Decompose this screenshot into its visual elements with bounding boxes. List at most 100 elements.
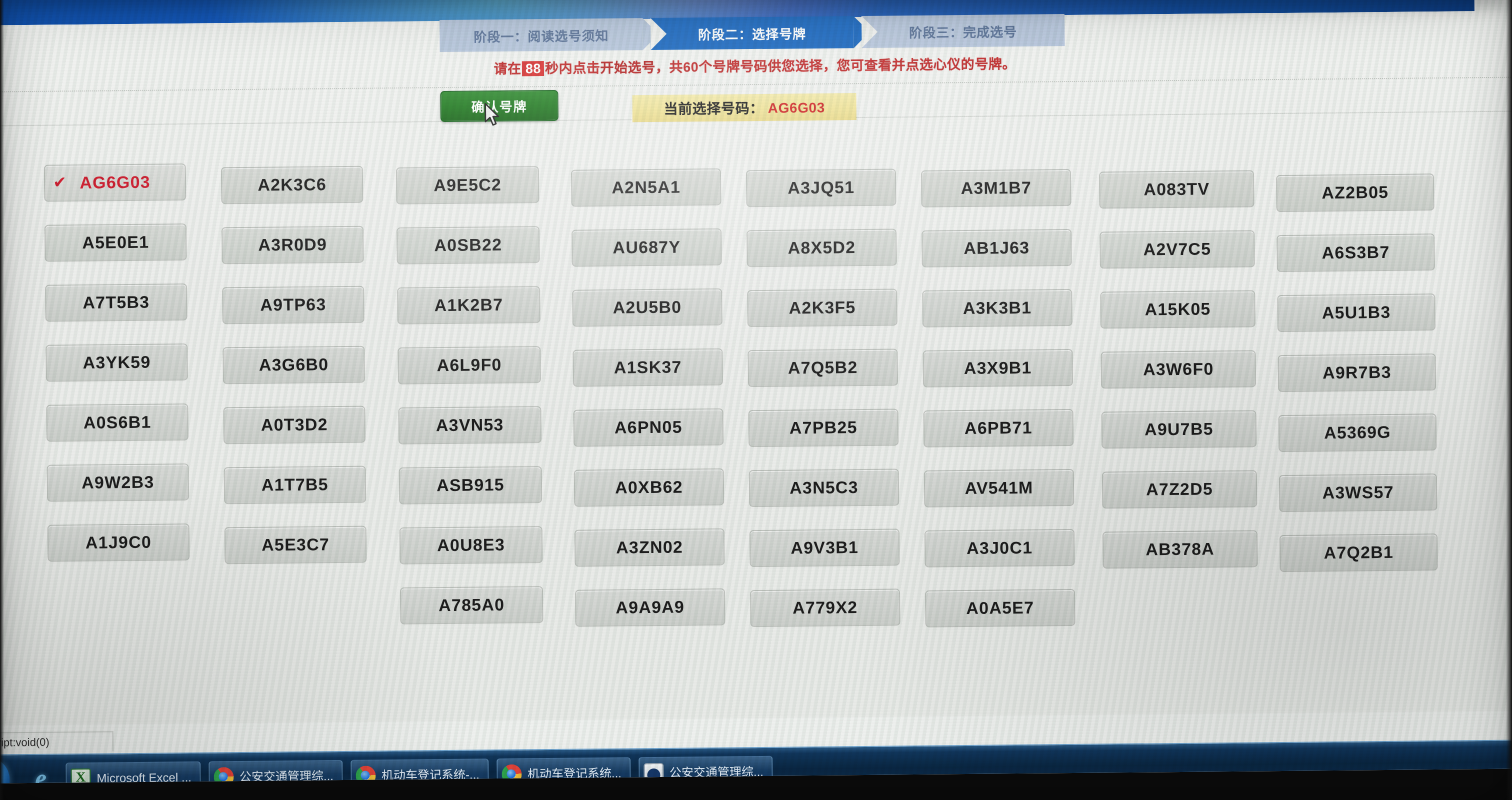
plate-option[interactable]: A3WS57 — [1278, 473, 1438, 513]
taskbar-item-label: 公安交通管理综... — [669, 764, 764, 780]
plate-option[interactable]: AU687Y — [571, 228, 722, 267]
plate-option[interactable]: ✔ AG6G03 — [43, 163, 187, 202]
plate-option[interactable]: A3ZN02 — [574, 528, 725, 567]
plate-option[interactable]: A785A0 — [399, 586, 544, 625]
plate-option[interactable]: ASB915 — [398, 466, 543, 505]
plate-option[interactable]: A0U8E3 — [399, 526, 543, 565]
plate-option-label: A9W2B3 — [81, 472, 155, 492]
plate-option[interactable]: A9E5C2 — [395, 166, 540, 205]
plate-option[interactable]: A5E3C7 — [224, 525, 367, 565]
taskbar-item[interactable]: 公安交通管理综... — [208, 759, 343, 784]
stage-step-3-label: 阶段三：完成选号 — [909, 23, 1018, 41]
instruction-suffix: ，共60个号牌号码供您选择，您可查看并点选心仪的号牌。 — [655, 56, 1017, 75]
taskbar-item[interactable]: 机动车登记系统-... — [350, 758, 489, 784]
plate-option[interactable]: A3VN53 — [398, 406, 542, 445]
plate-option[interactable]: A3W6F0 — [1100, 350, 1257, 389]
plate-option[interactable]: A15K05 — [1100, 290, 1256, 329]
stage-step-3[interactable]: 阶段三：完成选号 — [861, 14, 1065, 48]
plate-option[interactable]: A0S6B1 — [46, 403, 189, 442]
confirm-plate-button[interactable]: 确认号牌 — [440, 89, 559, 123]
plate-option[interactable]: A9W2B3 — [46, 463, 190, 502]
plate-option-label: A0A5E7 — [966, 597, 1035, 618]
plate-option[interactable]: A3N5C3 — [748, 468, 900, 508]
plate-option-label: A1K2B7 — [434, 294, 504, 315]
plate-option[interactable]: A3G6B0 — [222, 345, 365, 385]
stage-progress-bar: 阶段一：阅读选号须知 阶段二：选择号牌 阶段三：完成选号 — [439, 14, 1065, 53]
plate-option[interactable]: A7T5B3 — [45, 283, 188, 322]
plate-option[interactable]: A9R7B3 — [1277, 353, 1437, 393]
plate-option[interactable]: A3JQ51 — [745, 168, 897, 208]
current-selection-banner: 当前选择号码： AG6G03 — [632, 93, 857, 123]
stage-step-2-label: 阶段二：选择号牌 — [698, 26, 807, 43]
plate-option[interactable]: A3YK59 — [45, 343, 188, 382]
plate-option[interactable]: A1J9C0 — [47, 523, 190, 562]
plate-option[interactable]: A6S3B7 — [1276, 233, 1435, 273]
plate-option[interactable]: A9V3B1 — [749, 528, 900, 568]
plate-option[interactable]: A1K2B7 — [397, 286, 541, 325]
plate-option[interactable]: A083TV — [1098, 170, 1255, 209]
plate-option[interactable]: AB378A — [1102, 530, 1258, 569]
stage-step-1[interactable]: 阶段一：阅读选号须知 — [439, 17, 659, 53]
plate-option[interactable]: A3K3B1 — [922, 288, 1073, 328]
plate-option-label: A0SB22 — [434, 234, 503, 255]
checkmark-icon: ✔ — [52, 174, 68, 192]
plate-option[interactable]: A5369G — [1278, 413, 1437, 453]
plate-option-label: A5U1B3 — [1321, 302, 1391, 323]
status-bar-text: script:void(0) — [0, 736, 50, 749]
plate-option[interactable]: A3X9B1 — [922, 348, 1074, 388]
plate-option[interactable]: A5U1B3 — [1277, 293, 1436, 333]
plate-option[interactable]: A0A5E7 — [924, 588, 1076, 628]
plate-option[interactable]: A1SK37 — [572, 348, 724, 387]
plate-option[interactable]: A9A9A9 — [574, 588, 726, 627]
taskbar-item[interactable]: 机动车登记系统... — [496, 756, 631, 784]
plate-option[interactable]: A5E0E1 — [44, 223, 187, 262]
plate-option[interactable]: A6PB71 — [923, 408, 1074, 448]
plate-option[interactable]: A6PN05 — [573, 408, 724, 447]
plate-option-label: AZ2B05 — [1321, 182, 1389, 203]
plate-option[interactable]: A7PB25 — [748, 408, 899, 448]
plate-option[interactable]: AB1J63 — [921, 228, 1072, 268]
plate-option[interactable]: A3J0C1 — [924, 528, 1075, 568]
excel-icon: X — [70, 767, 91, 784]
windows-taskbar: e X Microsoft Excel ... 公安交通管理综... 机动车登记系统-… — [0, 739, 1512, 784]
plate-option[interactable]: A2U5B0 — [572, 288, 723, 327]
start-selection-keyword: 开始选号 — [600, 59, 656, 76]
stage-step-2[interactable]: 阶段二：选择号牌 — [650, 15, 870, 51]
gov-app-icon — [643, 762, 664, 783]
plate-column-8: AZ2B05 A6S3B7 A5U1B3 A9R7B3 A5369G A3WS57 A7Q2… — [1276, 144, 1438, 595]
plate-option[interactable]: A0XB62 — [573, 468, 725, 507]
plate-option[interactable]: A7Z2D5 — [1101, 470, 1258, 509]
plate-option-label: A9A9A9 — [615, 597, 685, 617]
plate-number-grid: ✔ AG6G03 A5E0E1 A7T5B3 A3YK59 A0S6B1 A9W2B3 A1J… — [43, 143, 1489, 659]
plate-option[interactable]: AZ2B05 — [1276, 173, 1435, 213]
plate-option[interactable]: A8X5D2 — [746, 228, 897, 268]
plate-option[interactable]: A2N5A1 — [570, 168, 722, 207]
taskbar-item[interactable]: X Microsoft Excel ... — [65, 760, 201, 784]
plate-option-label: A3R0D9 — [258, 234, 328, 255]
plate-option[interactable]: A2K3C6 — [220, 165, 364, 205]
chevron-notch-icon — [861, 15, 878, 48]
plate-option[interactable]: A0SB22 — [396, 226, 540, 265]
chrome-icon — [355, 765, 376, 784]
plate-option-label: A6PB71 — [964, 417, 1033, 438]
plate-option[interactable]: A9U7B5 — [1101, 410, 1257, 449]
plate-option[interactable]: A2K3F5 — [747, 288, 898, 328]
taskbar-item[interactable]: 公安交通管理综... — [638, 755, 773, 784]
plate-option[interactable]: A7Q5B2 — [747, 348, 899, 388]
plate-option-label: A3J0C1 — [966, 537, 1033, 558]
plate-option[interactable]: A7Q2B1 — [1279, 533, 1438, 572]
taskbar-item-label: 机动车登记系统... — [527, 766, 622, 782]
plate-option[interactable]: AV541M — [923, 468, 1075, 508]
plate-option[interactable]: A3M1B7 — [920, 168, 1072, 208]
plate-option[interactable]: A2V7C5 — [1099, 230, 1255, 269]
internet-explorer-icon[interactable]: e — [34, 763, 47, 784]
plate-option[interactable]: A779X2 — [749, 588, 901, 628]
plate-option[interactable]: A9TP63 — [222, 285, 365, 325]
plate-option-label: A2N5A1 — [611, 177, 681, 197]
chevron-notch-icon — [650, 17, 667, 51]
plate-option[interactable]: A0T3D2 — [223, 405, 366, 445]
plate-option[interactable]: A1T7B5 — [223, 465, 367, 505]
plate-option[interactable]: A6L9F0 — [397, 346, 541, 385]
plate-option-label: A5E3C7 — [261, 534, 330, 555]
plate-option[interactable]: A3R0D9 — [221, 225, 364, 265]
